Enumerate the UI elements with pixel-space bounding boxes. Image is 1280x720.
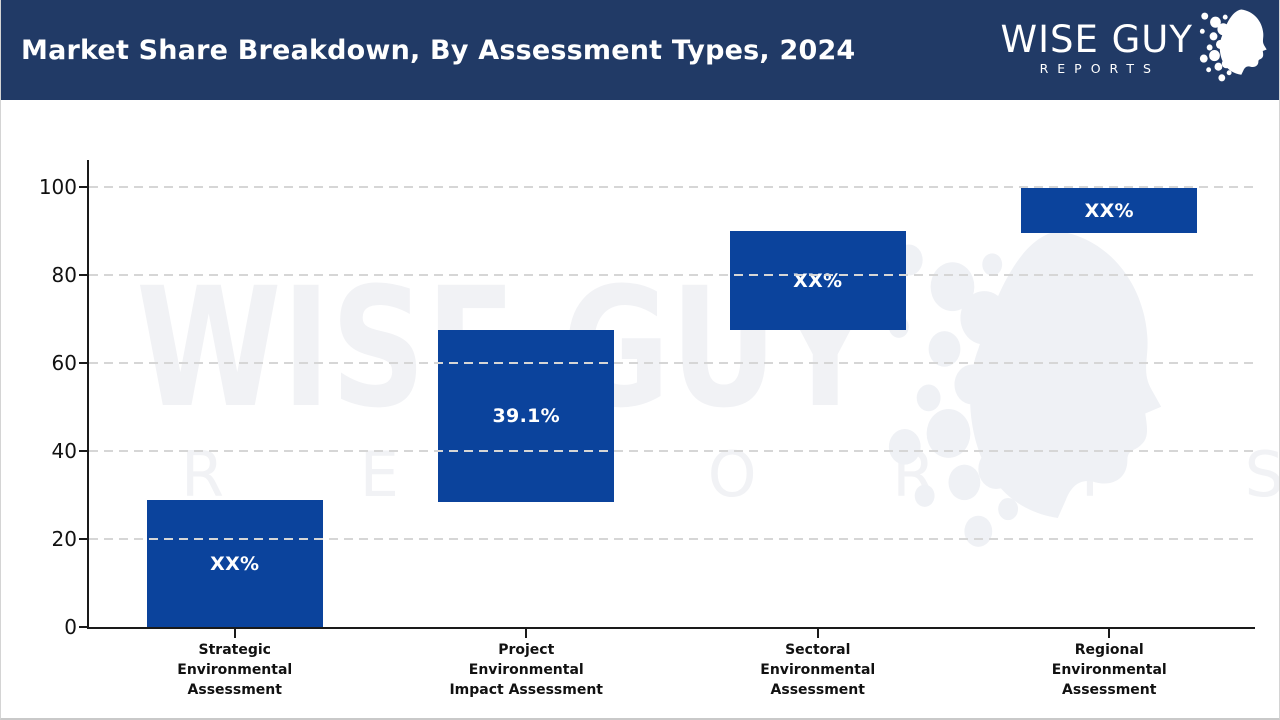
watermark-face-icon: [888, 231, 1162, 547]
y-tick-label: 60: [51, 351, 77, 375]
bar-segment: XX%: [729, 231, 906, 330]
x-axis-spine: [87, 627, 1255, 629]
bar-value-label: XX%: [793, 269, 843, 292]
y-tick-label: 20: [51, 527, 77, 551]
bar-value-label: XX%: [1084, 199, 1134, 222]
gridline: [89, 274, 1255, 276]
header-band: Market Share Breakdown, By Assessment Ty…: [1, 0, 1279, 100]
gridline: [89, 186, 1255, 188]
y-axis-spine: [87, 160, 89, 629]
y-tick-mark: [79, 186, 87, 188]
y-tick-label: 0: [64, 615, 77, 639]
x-tick-mark: [525, 629, 528, 638]
x-tick-mark: [1108, 629, 1111, 638]
x-tick-mark: [816, 629, 819, 638]
y-tick-mark: [79, 626, 87, 628]
x-category-label: Project Environmental Impact Assessment: [449, 642, 604, 698]
bar-value-label: 39.1%: [492, 405, 560, 428]
bar-segment: 39.1%: [438, 330, 615, 503]
wise-guy-logo: WISE GUY REPORTS: [1001, 0, 1273, 100]
x-category-label: Strategic Environmental Assessment: [177, 642, 293, 698]
page-title: Market Share Breakdown, By Assessment Ty…: [21, 34, 856, 66]
bar-value-label: XX%: [210, 552, 260, 575]
bar-segment: XX%: [146, 500, 323, 627]
logo-face-icon: [1199, 9, 1267, 82]
logo-text: WISE GUY REPORTS: [1001, 20, 1193, 77]
logo-brand-text: WISE GUY: [1000, 18, 1193, 61]
y-tick-label: 40: [51, 439, 77, 463]
y-tick-mark: [79, 274, 87, 276]
x-tick-mark: [233, 629, 236, 638]
y-tick-mark: [79, 362, 87, 364]
logo-sub-text: REPORTS: [1039, 61, 1160, 76]
y-tick-label: 80: [51, 263, 77, 287]
x-category-label: Regional Environmental Assessment: [1051, 642, 1167, 698]
gridline: [89, 450, 1255, 452]
y-tick-mark: [79, 450, 87, 452]
gridline: [89, 538, 1255, 540]
bar-segment: XX%: [1021, 188, 1198, 233]
x-category-label: Sectoral Environmental Assessment: [760, 642, 876, 698]
y-tick-mark: [79, 538, 87, 540]
gridline: [89, 362, 1255, 364]
y-tick-label: 100: [38, 175, 77, 199]
